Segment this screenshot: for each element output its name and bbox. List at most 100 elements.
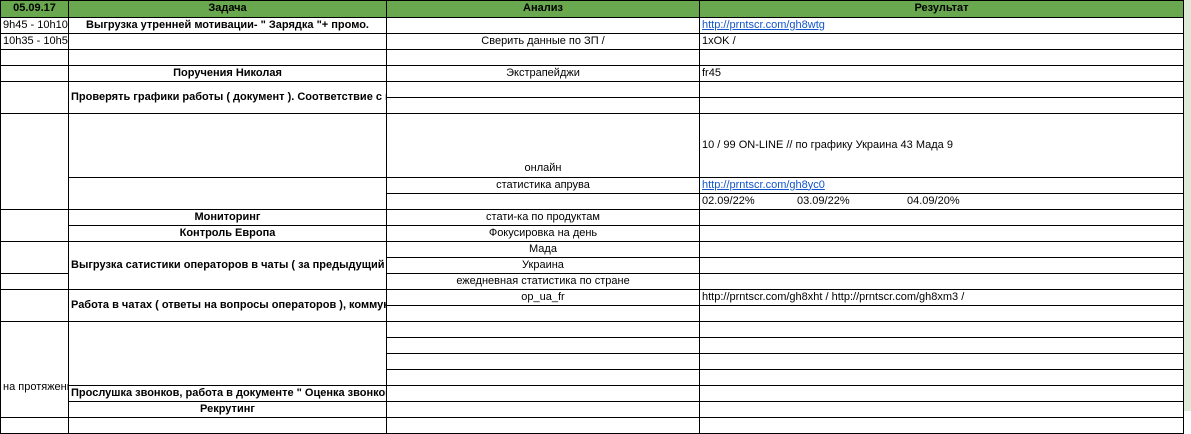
table-row <box>1 97 1184 114</box>
cell-task-empty-2[interactable] <box>68 33 387 50</box>
table-row: Проверять графики работы ( документ ). С… <box>0 81 1184 114</box>
cell-analysis-empty-24[interactable] <box>386 385 700 402</box>
table-row: Украина <box>1 257 1184 274</box>
table-row: Поручения Николая Экстрапейджи fr45 <box>0 65 1184 82</box>
cell-result-empty-6[interactable] <box>699 97 1184 114</box>
table-row: 9h45 - 10h10 Выгрузка утренней мотивации… <box>0 17 1184 34</box>
cell-date-empty-4[interactable] <box>0 65 69 82</box>
cell-result-empty-17[interactable] <box>699 273 1184 290</box>
cell-analysis-empty-25[interactable] <box>386 401 700 418</box>
cell-result-link-2[interactable]: http://prntscr.com/gh8yc0 <box>699 177 1184 194</box>
percent-0309: 03.09/22% <box>797 194 850 207</box>
cell-date-empty-13[interactable] <box>0 209 69 242</box>
prntscr-link-gh8wtg[interactable]: http://prntscr.com/gh8wtg <box>702 18 825 31</box>
cell-result-empty-20[interactable] <box>699 321 1184 338</box>
cell-task-empty-20[interactable] <box>68 321 387 386</box>
cell-analysis-empty-6[interactable] <box>386 97 700 114</box>
cell-task-recruiting[interactable]: Рекрутинг <box>68 401 387 418</box>
table-row: Мониторинг стати-ка по продуктам <box>0 209 1184 242</box>
table-row <box>1 369 1184 386</box>
cell-task-morning-motivation[interactable]: Выгрузка утренней мотивации- " Зарядка "… <box>68 17 387 34</box>
cell-analysis-empty-3[interactable] <box>386 49 700 66</box>
cell-result-fr45[interactable]: fr45 <box>699 65 1184 82</box>
cell-task-empty-7[interactable] <box>68 113 387 178</box>
cell-date-empty-3[interactable] <box>0 49 69 66</box>
percent-0209: 02.09/22% <box>702 194 755 207</box>
cell-date-empty-18[interactable] <box>0 289 69 322</box>
table-row: 02.09/22% 03.09/22% 04.09/20% <box>1 193 1184 210</box>
cell-analysis-empty-19[interactable] <box>386 305 700 322</box>
cell-result-empty-19[interactable] <box>699 305 1184 322</box>
cell-result-empty-14[interactable] <box>699 225 1184 242</box>
cell-date-empty-7[interactable] <box>0 113 69 210</box>
cell-task-empty-3[interactable] <box>68 49 387 66</box>
cell-date-1035-start[interactable]: 10h35 - 10h55 <box>0 33 69 50</box>
cell-date-empty-17[interactable] <box>0 273 69 290</box>
cell-analysis-empty-21[interactable] <box>386 337 700 354</box>
table-row: Рекрутинг <box>1 401 1184 418</box>
cell-task-stats-to-chats[interactable]: Выгрузка сатистики операторов в чаты ( з… <box>68 241 387 290</box>
cell-date-empty-26[interactable] <box>0 417 69 434</box>
cell-task-chats-work[interactable]: Работа в чатах ( ответы на вопросы опера… <box>68 289 387 322</box>
cell-result-link-1[interactable]: http://prntscr.com/gh8wtg <box>699 17 1184 34</box>
cell-result-empty-15[interactable] <box>699 241 1184 258</box>
cell-result-percentages[interactable]: 02.09/22% 03.09/22% 04.09/20% <box>699 193 1184 210</box>
cell-analysis-empty-5[interactable] <box>386 81 700 98</box>
cell-analysis-ukraine[interactable]: Украина <box>386 257 700 274</box>
column-header-result: Результат <box>699 0 1184 18</box>
cell-analysis-salary-check[interactable]: Сверить данные по ЗП / <box>386 33 700 50</box>
cell-result-empty-5[interactable] <box>699 81 1184 98</box>
table-row: статистика апрува http://prntscr.com/gh8… <box>1 177 1184 210</box>
prntscr-link-gh8yc0[interactable]: http://prntscr.com/gh8yc0 <box>702 178 825 191</box>
cell-analysis-empty-1[interactable] <box>386 17 700 34</box>
cell-analysis-day-focus[interactable]: Фокусировка на день <box>386 225 700 242</box>
cell-analysis-mada[interactable]: Мада <box>386 241 700 258</box>
cell-result-empty-3[interactable] <box>699 49 1184 66</box>
cell-result-online-block[interactable]: 10 / 99 ON-LINE // по графику Украина 43… <box>699 113 1184 178</box>
cell-analysis-approve-stats[interactable]: статистика апрува <box>386 177 700 194</box>
table-row <box>1 353 1184 370</box>
cell-result-empty-22[interactable] <box>699 353 1184 370</box>
cell-analysis-empty-22[interactable] <box>386 353 700 370</box>
cell-result-empty-23[interactable] <box>699 369 1184 386</box>
cell-task-nikolay-orders[interactable]: Поручения Николая <box>68 65 387 82</box>
column-header-analysis: Анализ <box>386 0 700 18</box>
cell-analysis-empty-26[interactable] <box>386 417 700 434</box>
cell-result-empty-24[interactable] <box>699 385 1184 402</box>
table-row: онлайн 10 / 99 ON-LINE // по графику Укр… <box>0 113 1184 210</box>
percent-0409: 04.09/20% <box>907 194 960 207</box>
cell-analysis-daily-country-stats[interactable]: ежедневная статистика по стране <box>386 273 700 290</box>
table-row: Работа в чатах ( ответы на вопросы опера… <box>0 289 1184 322</box>
cell-date-empty-5[interactable] <box>0 81 69 114</box>
cell-result-empty-25[interactable] <box>699 401 1184 418</box>
cell-task-check-schedules[interactable]: Проверять графики работы ( документ ). С… <box>68 81 387 114</box>
cell-result-empty-16[interactable] <box>699 257 1184 274</box>
cell-task-empty-26[interactable] <box>68 417 387 434</box>
column-header-date: 05.09.17 <box>0 0 69 18</box>
cell-analysis-empty-23[interactable] <box>386 369 700 386</box>
cell-task-empty-11[interactable] <box>68 177 387 210</box>
cell-analysis-op-ua-fr[interactable]: op_ua_fr <box>386 289 700 306</box>
cell-result-empty-13[interactable] <box>699 209 1184 226</box>
cell-task-monitoring[interactable]: Мониторинг <box>68 209 387 226</box>
cell-result-empty-26[interactable] <box>699 417 1184 434</box>
cell-result-1xok[interactable]: 1xOK / <box>699 33 1184 50</box>
cell-result-links-pair[interactable]: http://prntscr.com/gh8xht / http://prnts… <box>699 289 1184 306</box>
cell-result-empty-21[interactable] <box>699 337 1184 354</box>
table-row: на протяжении дня <box>0 321 1184 418</box>
cell-date-0905-start[interactable]: 9h45 - 10h10 <box>0 17 69 34</box>
cell-analysis-empty-12[interactable] <box>386 193 700 210</box>
cell-date-empty-15[interactable] <box>0 241 69 274</box>
table-row <box>1 305 1184 322</box>
table-row: Выгрузка сатистики операторов в чаты ( з… <box>0 241 1184 290</box>
cell-analysis-empty-20[interactable] <box>386 321 700 338</box>
table-row: 10h35 - 10h55 Сверить данные по ЗП / 1xO… <box>0 33 1184 50</box>
cell-analysis-extrapages[interactable]: Экстрапейджи <box>386 65 700 82</box>
cell-date-all-day[interactable]: на протяжении дня <box>0 321 69 418</box>
cell-analysis-product-stats[interactable]: стати-ка по продуктам <box>386 209 700 226</box>
cell-task-calls-listening[interactable]: Прослушка звонков, работа в документе " … <box>68 385 387 402</box>
cell-analysis-online[interactable]: онлайн <box>386 113 700 178</box>
cell-task-control-europe[interactable]: Контроль Европа <box>68 225 387 242</box>
